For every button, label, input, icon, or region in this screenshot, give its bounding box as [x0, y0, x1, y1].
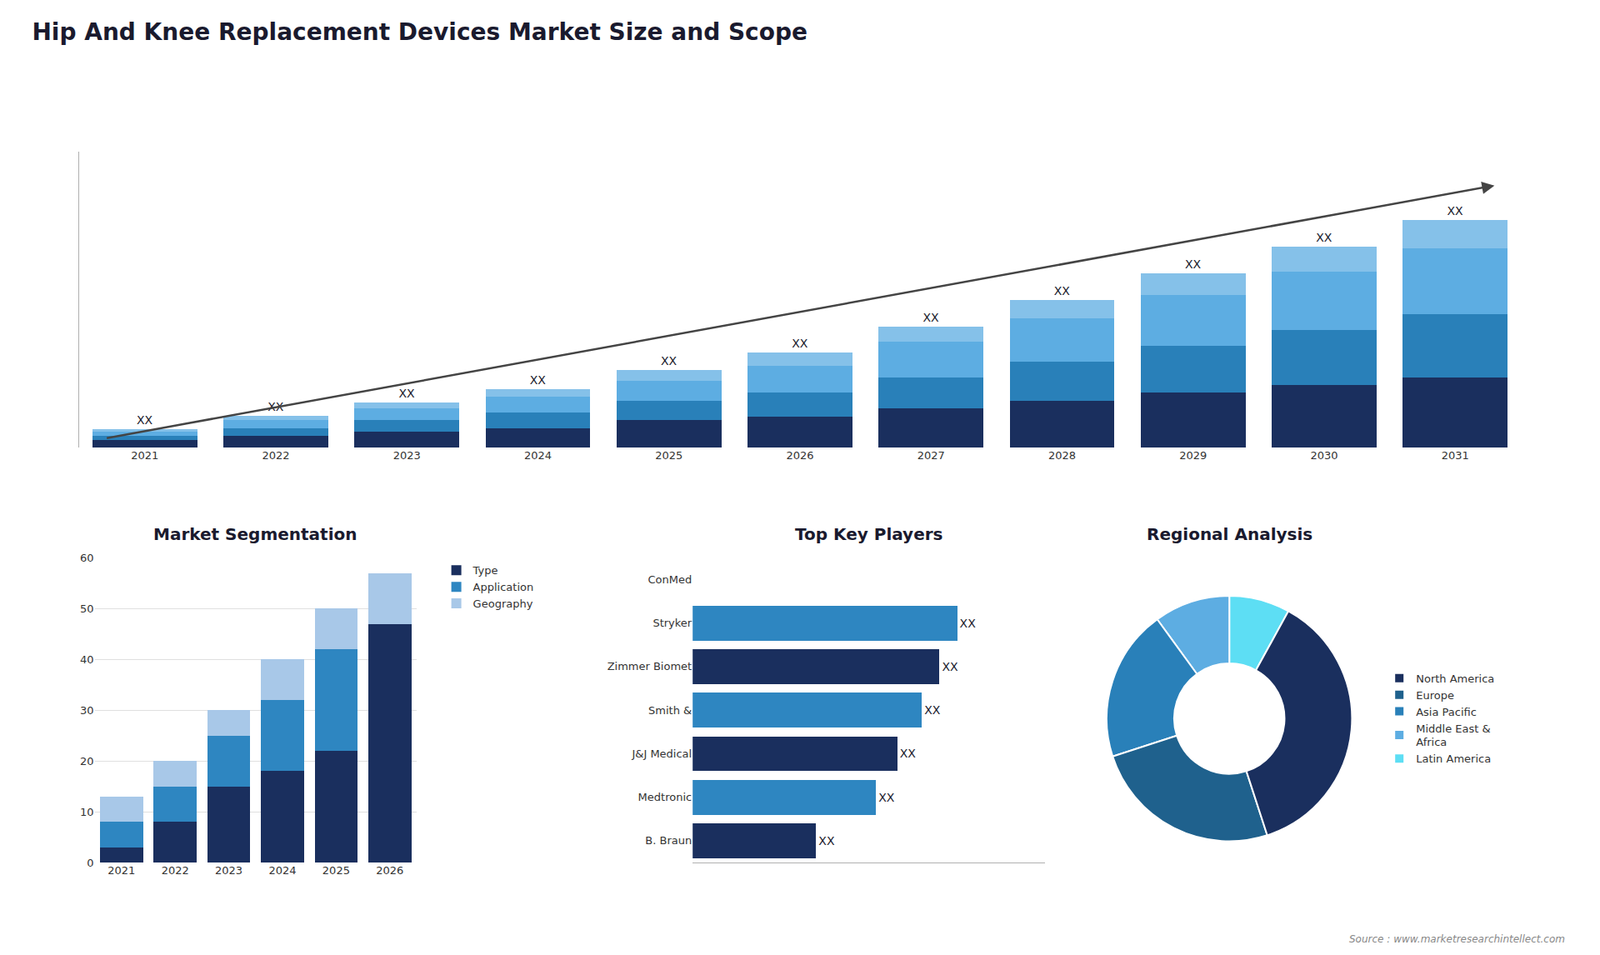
svg-text:Regional Analysis: Regional Analysis	[1146, 524, 1313, 545]
svg-text:XX: XX	[960, 616, 977, 630]
svg-text:2021: 2021	[130, 449, 159, 462]
svg-text:XX: XX	[818, 834, 835, 848]
svg-text:Smith &: Smith &	[648, 704, 692, 717]
svg-text:2025: 2025	[322, 864, 350, 877]
svg-text:10: 10	[80, 805, 95, 819]
svg-text:2025: 2025	[655, 449, 683, 462]
svg-text:XX: XX	[922, 310, 940, 325]
svg-text:Type: Type	[472, 564, 499, 577]
svg-text:XX: XX	[1185, 257, 1202, 271]
svg-text:Geography: Geography	[473, 597, 534, 610]
svg-text:XX: XX	[1446, 204, 1464, 218]
svg-text:60: 60	[80, 551, 95, 565]
svg-text:2031: 2031	[1441, 449, 1470, 462]
svg-text:2026: 2026	[785, 449, 814, 462]
svg-text:2027: 2027	[917, 449, 945, 462]
svg-text:Latin America: Latin America	[1415, 752, 1491, 765]
svg-text:Stryker: Stryker	[652, 616, 692, 630]
svg-text:2024: 2024	[268, 864, 296, 877]
svg-text:2023: 2023	[393, 449, 421, 462]
svg-text:50: 50	[80, 602, 95, 615]
svg-text:20: 20	[80, 755, 95, 768]
svg-text:North America: North America	[1415, 672, 1495, 685]
svg-text:2026: 2026	[375, 864, 404, 877]
svg-text:XX: XX	[1315, 230, 1333, 245]
svg-text:2022: 2022	[262, 449, 290, 462]
svg-text:Top Key Players: Top Key Players	[795, 524, 943, 545]
svg-text:XX: XX	[660, 354, 678, 368]
svg-text:2030: 2030	[1310, 449, 1338, 462]
svg-text:XX: XX	[1054, 284, 1071, 298]
svg-text:XX: XX	[791, 336, 809, 350]
svg-text:Source : www.marketresearchint: Source : www.marketresearchintellect.com	[1349, 933, 1565, 945]
svg-text:2022: 2022	[161, 864, 190, 877]
svg-text:B. Braun: B. Braun	[645, 834, 692, 847]
svg-text:Zimmer Biomet: Zimmer Biomet	[607, 660, 693, 673]
svg-text:Middle East &Africa: Middle East &Africa	[1415, 722, 1490, 750]
svg-text:2023: 2023	[215, 864, 243, 877]
svg-text:Medtronic: Medtronic	[638, 790, 693, 804]
svg-text:2028: 2028	[1048, 449, 1076, 462]
svg-text:2024: 2024	[524, 449, 552, 462]
svg-text:Hip And Knee Replacement Devic: Hip And Knee Replacement Devices Market …	[31, 18, 808, 46]
svg-text:Market Segmentation: Market Segmentation	[153, 524, 358, 545]
svg-text:XX: XX	[136, 413, 154, 427]
svg-text:Asia Pacific: Asia Pacific	[1415, 705, 1477, 719]
svg-text:30: 30	[80, 704, 95, 717]
svg-text:2029: 2029	[1179, 449, 1207, 462]
svg-text:ConMed: ConMed	[647, 573, 692, 586]
svg-text:2021: 2021	[107, 864, 135, 877]
svg-text:Europe: Europe	[1415, 689, 1455, 702]
svg-text:XX: XX	[900, 746, 917, 760]
svg-text:XX: XX	[878, 790, 895, 805]
svg-text:J&J Medical: J&J Medical	[630, 747, 692, 760]
svg-text:0: 0	[86, 856, 94, 870]
svg-text:XX: XX	[530, 373, 547, 387]
svg-text:XX: XX	[267, 400, 285, 414]
svg-text:XX: XX	[398, 386, 415, 400]
svg-text:40: 40	[80, 653, 95, 666]
svg-text:XX: XX	[941, 660, 959, 674]
svg-text:Application: Application	[473, 580, 535, 594]
svg-text:XX: XX	[924, 703, 941, 717]
